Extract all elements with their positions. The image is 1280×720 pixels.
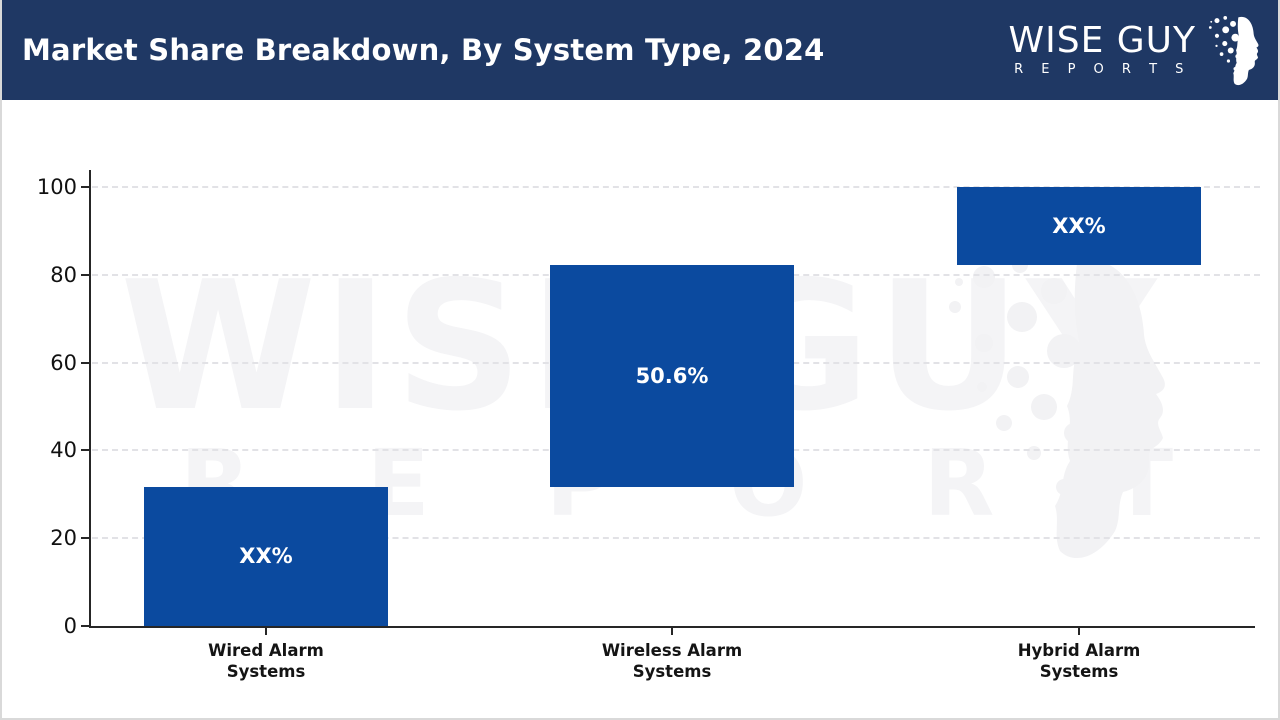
y-tick-100 xyxy=(81,186,90,188)
head-dots-icon xyxy=(1208,16,1259,86)
x-tick-1 xyxy=(671,628,673,635)
y-tick-20 xyxy=(81,537,90,540)
brand-logo-text: WISE GUY R E P O R T S xyxy=(1009,22,1197,78)
y-tick-60 xyxy=(81,361,90,364)
bar-0 xyxy=(144,486,388,626)
y-tick-0 xyxy=(81,625,90,627)
y-tick-label: 0 xyxy=(63,614,77,638)
bar-1 xyxy=(550,264,794,487)
y-tick-label: 60 xyxy=(50,350,77,375)
category-label-line: Systems xyxy=(1039,662,1119,681)
x-tick-0 xyxy=(265,628,267,635)
bar-value-label: XX% xyxy=(239,544,293,569)
y-tick-label: 40 xyxy=(50,438,77,463)
bar-value-label: 50.6% xyxy=(635,363,709,388)
chart-title: Market Share Breakdown, By System Type, … xyxy=(22,33,825,67)
x-axis-line xyxy=(89,626,1255,628)
category-label-line: Systems xyxy=(632,662,712,681)
category-label-line: Systems xyxy=(226,662,306,681)
y-tick-40 xyxy=(81,449,90,452)
category-label: Wired Alarm Systems xyxy=(141,640,391,682)
brand-logo: WISE GUY R E P O R T S xyxy=(1009,11,1265,89)
gridline-20 xyxy=(92,537,1260,540)
category-label: Hybrid Alarm Systems xyxy=(954,640,1204,682)
category-label: Wireless Alarm Systems xyxy=(547,640,797,682)
x-tick-2 xyxy=(1078,628,1080,635)
category-label-line: Wired Alarm xyxy=(208,641,324,660)
y-tick-label: 20 xyxy=(50,526,77,551)
watermark-head-dots-icon xyxy=(949,257,1165,559)
bar-value-label: XX% xyxy=(1052,213,1106,238)
category-label-line: Hybrid Alarm xyxy=(1017,641,1141,660)
header-bar: Market Share Breakdown, By System Type, … xyxy=(2,0,1278,100)
y-tick-label: 80 xyxy=(50,262,77,287)
bar-2 xyxy=(957,187,1201,265)
brand-subtitle: R E P O R T S xyxy=(1014,62,1191,77)
y-tick-80 xyxy=(81,273,90,276)
y-tick-label: 100 xyxy=(36,175,77,199)
brand-name: WISE GUY xyxy=(1008,20,1196,61)
gridline-100 xyxy=(92,186,1260,188)
category-label-line: Wireless Alarm xyxy=(601,641,743,660)
y-axis-line xyxy=(89,170,91,628)
